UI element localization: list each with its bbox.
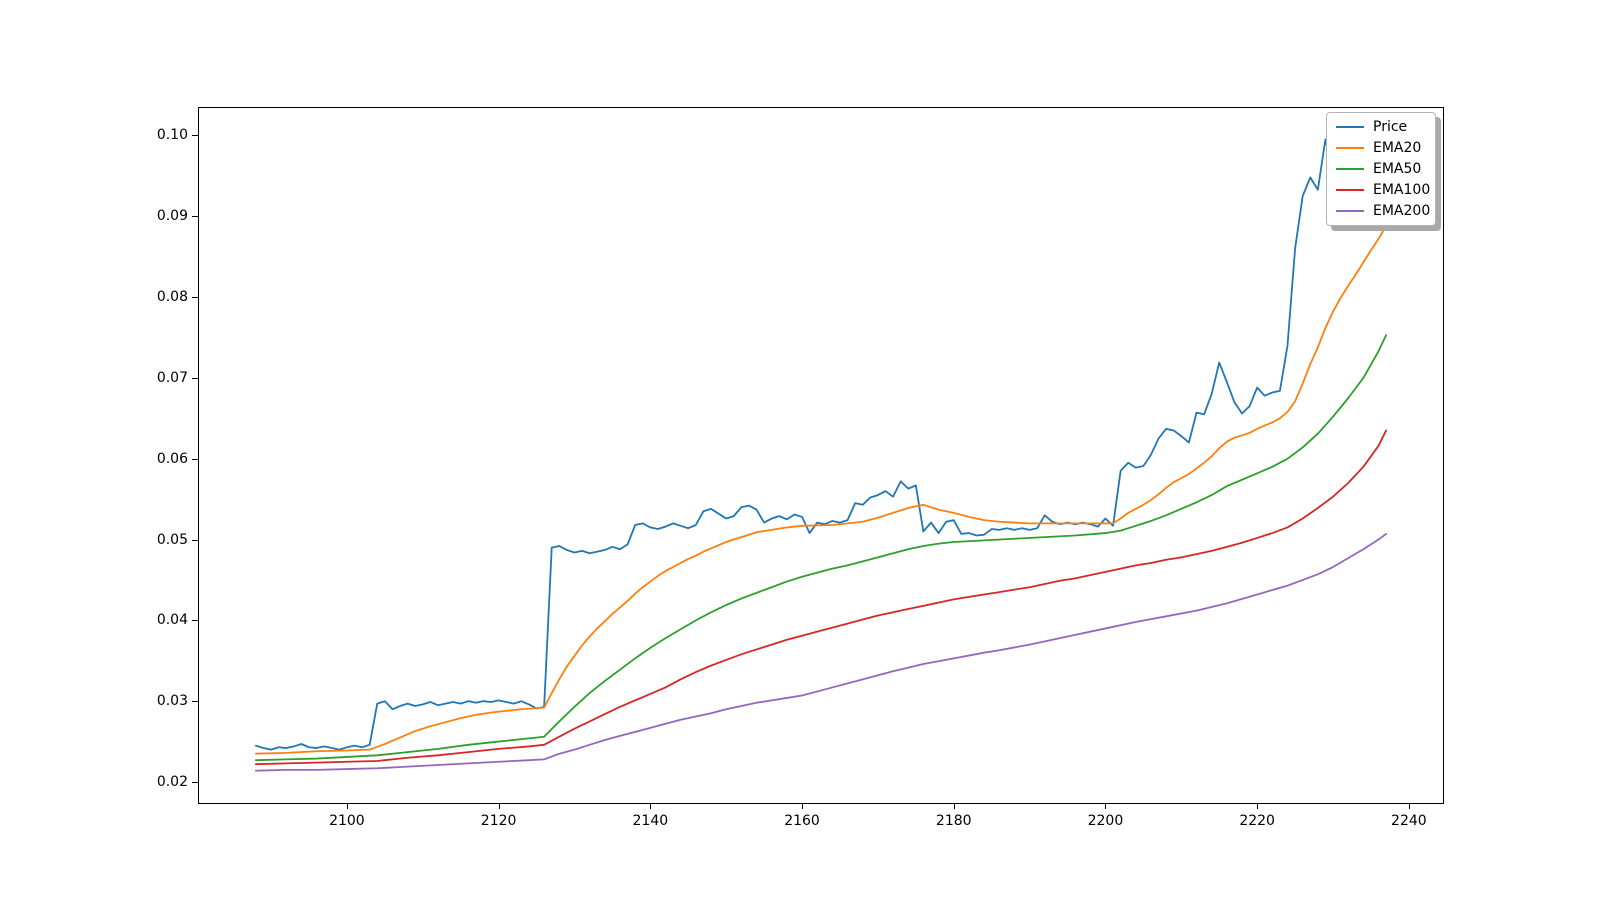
legend-line-swatch [1336,126,1364,128]
x-tick-label: 2220 [1239,813,1275,829]
legend-line-swatch [1336,189,1364,191]
x-tick-mark [1105,803,1107,809]
y-tick-mark [192,216,198,218]
series-line-ema100 [254,429,1388,766]
x-tick-label: 2140 [632,813,669,829]
legend-entry-price: Price [1327,119,1435,136]
y-tick-label: 0.02 [156,773,188,790]
x-tick-mark [953,803,955,809]
x-tick-mark [650,803,652,809]
y-tick-mark [192,781,198,783]
legend-box: Price EMA20 EMA50 EMA100 EMA200 [1326,112,1436,226]
x-tick-mark [498,803,500,809]
y-tick-mark [192,620,198,622]
x-tick-label: 2120 [480,813,517,829]
x-tick-mark [346,803,348,809]
y-tick-mark [192,377,198,379]
legend-label: EMA100 [1373,181,1431,198]
y-tick-label: 0.10 [156,127,188,144]
legend-line-swatch [1336,210,1364,212]
series-line-ema200 [254,532,1388,772]
x-tick-mark [1408,803,1410,809]
legend-label: Price [1373,118,1408,135]
legend-entry-ema100: EMA100 [1327,182,1435,199]
x-tick-mark [802,803,804,809]
y-tick-label: 0.04 [156,612,188,629]
legend-entry-ema20: EMA20 [1327,140,1435,157]
y-tick-label: 0.08 [156,289,188,306]
y-tick-label: 0.05 [156,531,188,548]
x-tick-label: 2240 [1391,813,1427,829]
series-line-ema50 [254,334,1388,762]
plot-area [198,107,1444,804]
legend-label: EMA50 [1373,160,1422,177]
y-tick-label: 0.03 [156,693,188,710]
series-line-price [254,138,1388,751]
legend-label: EMA200 [1373,202,1431,219]
y-tick-label: 0.06 [156,450,188,467]
x-tick-label: 2160 [784,813,820,829]
x-tick-label: 2180 [935,813,972,829]
chart-lines [254,138,1388,772]
series-line-ema20 [254,225,1388,755]
legend-label: EMA20 [1373,139,1422,156]
legend-entry-ema50: EMA50 [1327,161,1435,178]
y-tick-mark [192,135,198,137]
y-tick-mark [192,458,198,460]
x-tick-label: 2100 [329,813,365,829]
y-tick-mark [192,539,198,541]
y-tick-mark [192,297,198,299]
y-tick-mark [192,701,198,703]
legend-entry-ema200: EMA200 [1327,203,1435,220]
y-tick-label: 0.09 [156,208,188,225]
y-tick-label: 0.07 [156,369,188,386]
legend-line-swatch [1336,147,1364,149]
x-tick-label: 2200 [1087,813,1124,829]
x-tick-mark [1257,803,1259,809]
legend-line-swatch [1336,168,1364,170]
